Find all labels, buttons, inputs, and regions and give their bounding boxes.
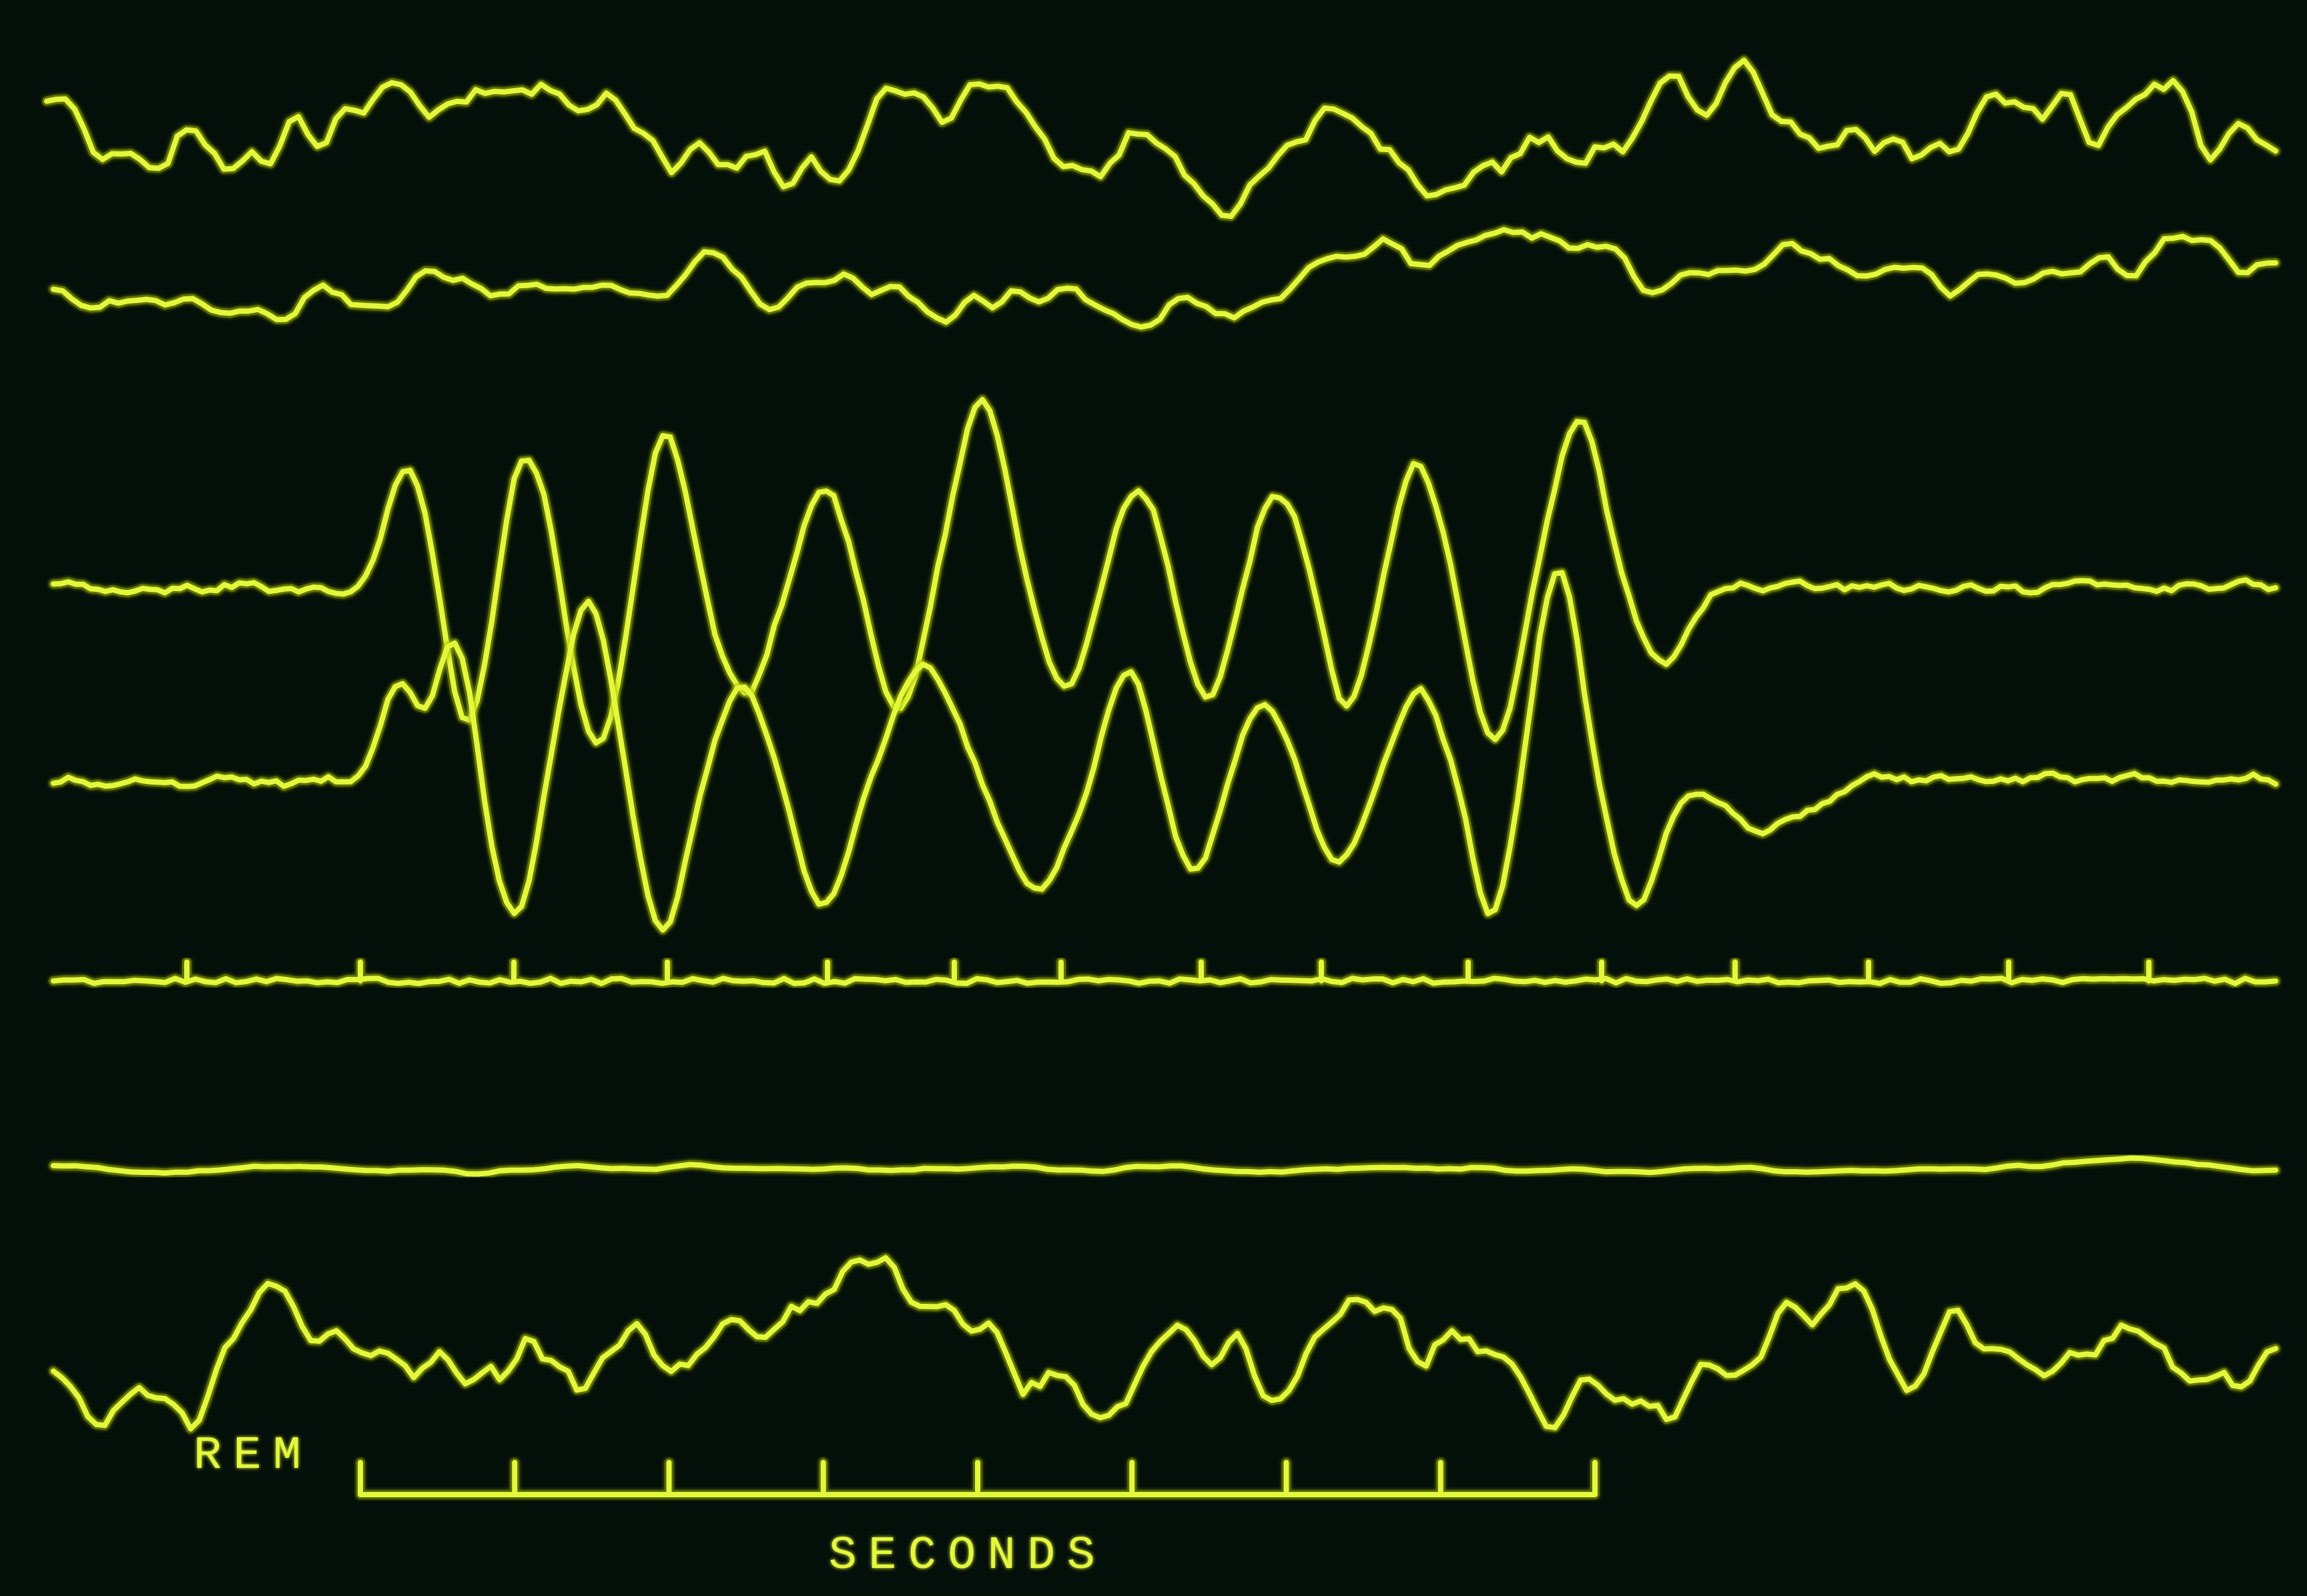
seconds-axis-label: SECONDS [829,1530,1107,1583]
polysomnograph-display: REM SECONDS [0,0,2307,1596]
rem-label: REM [194,1430,313,1483]
